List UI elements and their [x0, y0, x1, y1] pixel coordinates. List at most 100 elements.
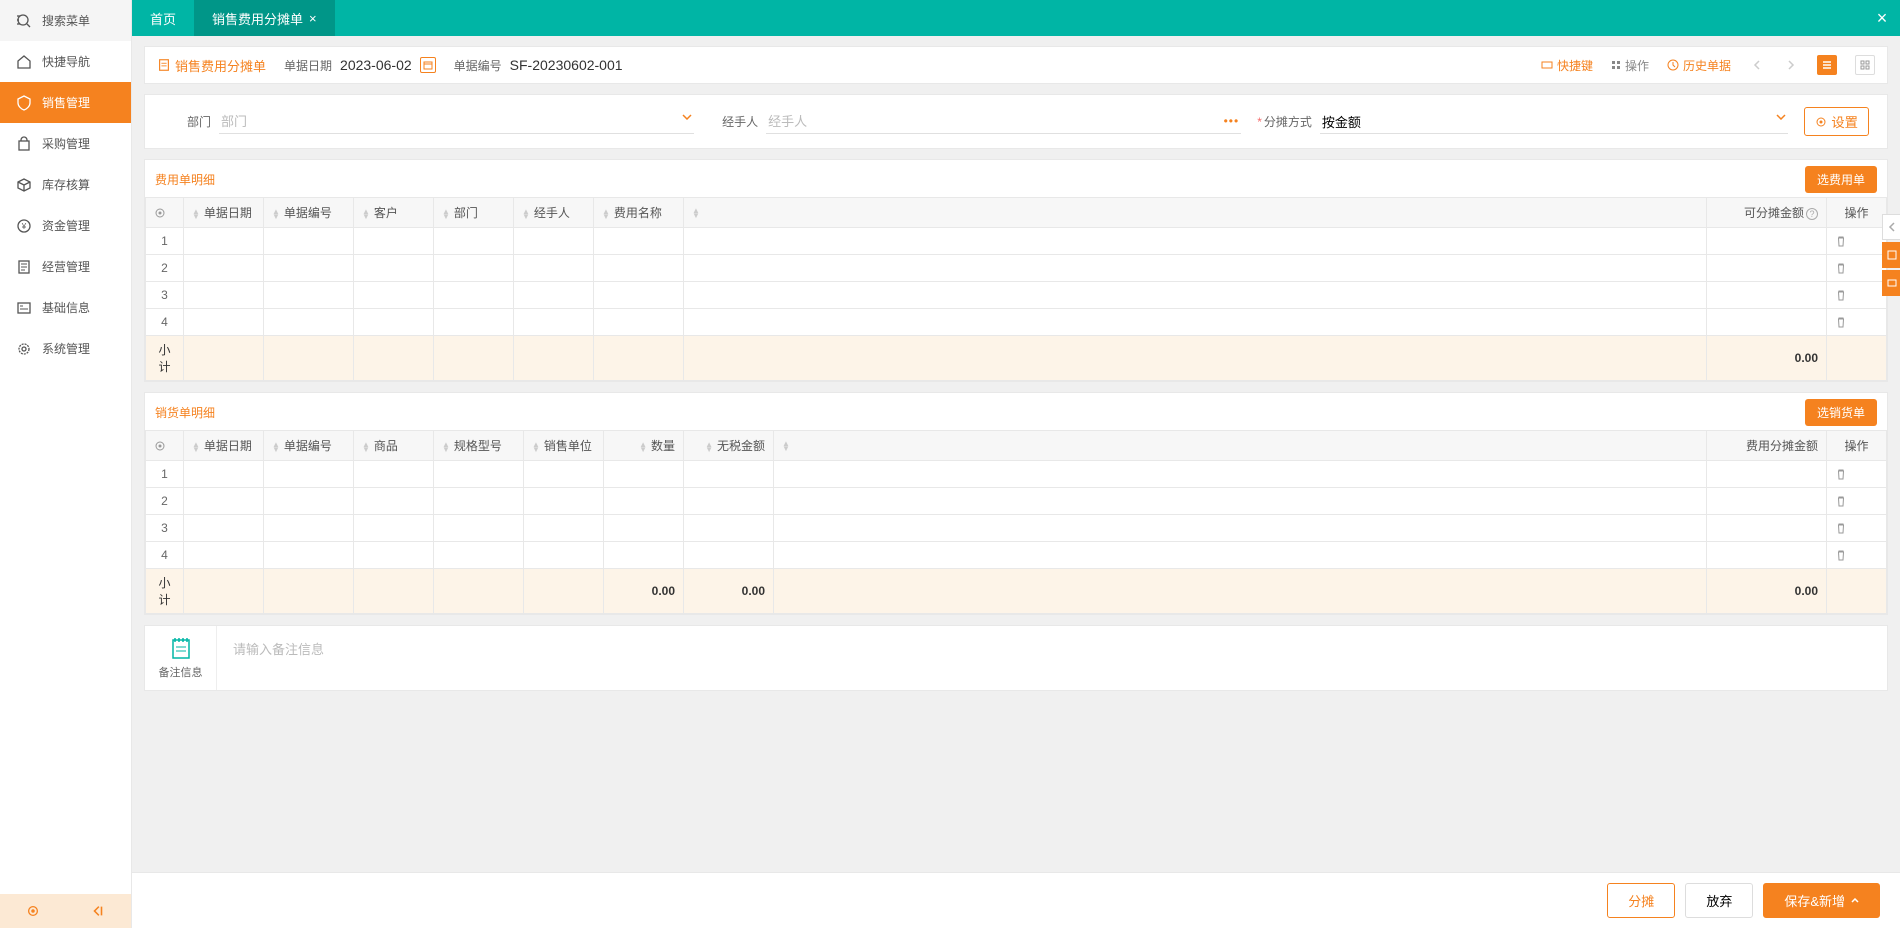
- column-header[interactable]: ▲▼销售单位: [524, 431, 604, 461]
- cell[interactable]: [604, 461, 684, 488]
- next-button[interactable]: [1783, 57, 1799, 73]
- sidebar-item-basic[interactable]: 基础信息: [0, 287, 131, 328]
- cell[interactable]: [514, 309, 594, 336]
- cell[interactable]: [354, 515, 434, 542]
- method-input[interactable]: [1320, 110, 1788, 134]
- cell[interactable]: [774, 461, 1707, 488]
- table-row[interactable]: 2: [146, 488, 1887, 515]
- sidebar-item-sales[interactable]: 销售管理: [0, 82, 131, 123]
- column-header[interactable]: ▲▼规格型号: [434, 431, 524, 461]
- cell[interactable]: [184, 542, 264, 569]
- cell[interactable]: [594, 282, 684, 309]
- close-all-tabs-button[interactable]: ×: [1864, 0, 1900, 36]
- cell[interactable]: [1707, 228, 1827, 255]
- cell[interactable]: [514, 255, 594, 282]
- cell[interactable]: [434, 228, 514, 255]
- cell[interactable]: [604, 488, 684, 515]
- cell[interactable]: [264, 542, 354, 569]
- column-header[interactable]: ▲▼单据编号: [264, 198, 354, 228]
- cell[interactable]: [184, 515, 264, 542]
- cell[interactable]: [434, 282, 514, 309]
- shortcut-link[interactable]: 快捷键: [1541, 57, 1593, 74]
- cell[interactable]: [684, 282, 1707, 309]
- cell[interactable]: [1707, 542, 1827, 569]
- cell[interactable]: [1707, 488, 1827, 515]
- cell[interactable]: [684, 255, 1707, 282]
- sidebar-item-search[interactable]: 搜索菜单: [0, 0, 131, 41]
- column-header[interactable]: ▲▼: [774, 431, 1707, 461]
- cell[interactable]: [774, 488, 1707, 515]
- column-header[interactable]: ▲▼无税金额: [684, 431, 774, 461]
- float-tab-1[interactable]: [1882, 214, 1900, 240]
- delete-cell[interactable]: [1827, 488, 1887, 515]
- cell[interactable]: [434, 515, 524, 542]
- table-row[interactable]: 1: [146, 228, 1887, 255]
- cell[interactable]: [354, 488, 434, 515]
- cell[interactable]: [264, 461, 354, 488]
- column-header[interactable]: ▲▼单据日期: [184, 198, 264, 228]
- cell[interactable]: [264, 309, 354, 336]
- cell[interactable]: [264, 488, 354, 515]
- chevron-down-icon[interactable]: [682, 114, 692, 120]
- operate-link[interactable]: 操作: [1611, 57, 1649, 74]
- cell[interactable]: [1707, 255, 1827, 282]
- cell[interactable]: [604, 542, 684, 569]
- sidebar-item-purchase[interactable]: 采购管理: [0, 123, 131, 164]
- column-header[interactable]: ▲▼客户: [354, 198, 434, 228]
- cell[interactable]: [434, 255, 514, 282]
- column-header[interactable]: ▲▼部门: [434, 198, 514, 228]
- column-header[interactable]: ▲▼费用名称: [594, 198, 684, 228]
- cell[interactable]: [684, 228, 1707, 255]
- table-row[interactable]: 4: [146, 309, 1887, 336]
- handler-input[interactable]: [766, 110, 1241, 134]
- delete-cell[interactable]: [1827, 515, 1887, 542]
- float-tab-3[interactable]: [1882, 270, 1900, 296]
- table-row[interactable]: 4: [146, 542, 1887, 569]
- cell[interactable]: [184, 461, 264, 488]
- chevron-down-icon[interactable]: [1776, 114, 1786, 120]
- column-header[interactable]: ▲▼单据编号: [264, 431, 354, 461]
- view-grid-button[interactable]: [1855, 55, 1875, 75]
- cell[interactable]: [774, 515, 1707, 542]
- sidebar-item-inventory[interactable]: 库存核算: [0, 164, 131, 205]
- column-header[interactable]: ▲▼单据日期: [184, 431, 264, 461]
- cell[interactable]: [524, 542, 604, 569]
- cell[interactable]: [684, 461, 774, 488]
- cell[interactable]: [184, 309, 264, 336]
- cell[interactable]: [264, 515, 354, 542]
- column-header[interactable]: 可分摊金额?: [1707, 198, 1827, 228]
- delete-cell[interactable]: [1827, 461, 1887, 488]
- column-header[interactable]: 费用分摊金额: [1707, 431, 1827, 461]
- cell[interactable]: [264, 255, 354, 282]
- column-header[interactable]: ▲▼商品: [354, 431, 434, 461]
- cell[interactable]: [1707, 309, 1827, 336]
- column-header[interactable]: ▲▼数量: [604, 431, 684, 461]
- cell[interactable]: [264, 282, 354, 309]
- date-value[interactable]: 2023-06-02: [340, 57, 412, 73]
- cell[interactable]: [1707, 515, 1827, 542]
- table-row[interactable]: 2: [146, 255, 1887, 282]
- cell[interactable]: [684, 515, 774, 542]
- close-icon[interactable]: ×: [309, 11, 317, 26]
- float-tab-2[interactable]: [1882, 242, 1900, 268]
- cell[interactable]: [1707, 282, 1827, 309]
- delete-cell[interactable]: [1827, 255, 1887, 282]
- save-new-button[interactable]: 保存&新增: [1763, 883, 1880, 918]
- sidebar-item-system[interactable]: 系统管理: [0, 328, 131, 369]
- cell[interactable]: [354, 542, 434, 569]
- cell[interactable]: [514, 282, 594, 309]
- table-row[interactable]: 1: [146, 461, 1887, 488]
- view-list-button[interactable]: [1817, 55, 1837, 75]
- cell[interactable]: [594, 309, 684, 336]
- column-header[interactable]: ▲▼经手人: [514, 198, 594, 228]
- sidebar-settings-button[interactable]: [0, 894, 66, 928]
- dept-input[interactable]: [219, 110, 694, 134]
- cell[interactable]: [684, 542, 774, 569]
- history-link[interactable]: 历史单据: [1667, 57, 1731, 74]
- cell[interactable]: [184, 282, 264, 309]
- cell[interactable]: [524, 515, 604, 542]
- prev-button[interactable]: [1749, 57, 1765, 73]
- delete-cell[interactable]: [1827, 542, 1887, 569]
- select-expense-button[interactable]: 选费用单: [1805, 166, 1877, 193]
- discard-button[interactable]: 放弃: [1685, 883, 1753, 918]
